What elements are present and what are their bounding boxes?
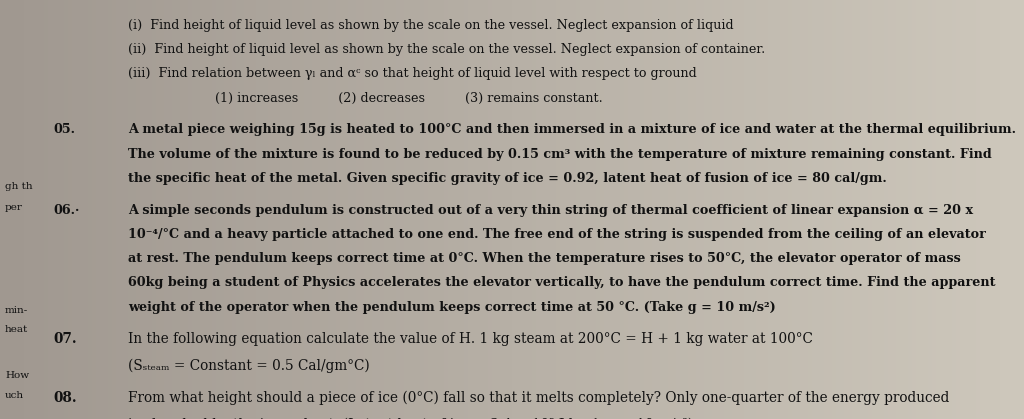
Text: From what height should a piece of ice (0°C) fall so that it melts completely? O: From what height should a piece of ice (… [128,391,949,405]
Text: (ii)  Find height of liquid level as shown by the scale on the vessel. Neglect e: (ii) Find height of liquid level as show… [128,43,765,56]
Text: uch: uch [5,391,25,399]
Text: weight of the operator when the pendulum keeps correct time at 50 °C. (Take g = : weight of the operator when the pendulum… [128,301,776,314]
Text: gh th: gh th [5,182,33,191]
Text: 10⁻⁴/°C and a heavy particle attached to one end. The free end of the string is : 10⁻⁴/°C and a heavy particle attached to… [128,228,986,241]
Text: (iii)  Find relation between γₗ and αᶜ so that height of liquid level with respe: (iii) Find relation between γₗ and αᶜ so… [128,67,696,80]
Text: (Sₛₜₑₐₘ = Constant = 0.5 Cal/gm°C): (Sₛₜₑₐₘ = Constant = 0.5 Cal/gm°C) [128,359,370,373]
Text: is absorbed by the ice as heat. (Latent heat of ice = 3.4 × 10⁵ J kg⁻¹, g = 10 m: is absorbed by the ice as heat. (Latent … [128,417,693,419]
Text: min-: min- [5,306,29,315]
Text: the specific heat of the metal. Given specific gravity of ice = 0.92, latent hea: the specific heat of the metal. Given sp… [128,172,887,185]
Text: (i)  Find height of liquid level as shown by the scale on the vessel. Neglect ex: (i) Find height of liquid level as shown… [128,19,733,32]
Text: 05.: 05. [53,123,75,136]
Text: at rest. The pendulum keeps correct time at 0°C. When the temperature rises to 5: at rest. The pendulum keeps correct time… [128,252,961,265]
Text: 60kg being a student of Physics accelerates the elevator vertically, to have the: 60kg being a student of Physics accelera… [128,277,995,290]
Text: How: How [5,371,30,380]
Text: A simple seconds pendulum is constructed out of a very thin string of thermal co: A simple seconds pendulum is constructed… [128,204,973,217]
Text: (1) increases          (2) decreases          (3) remains constant.: (1) increases (2) decreases (3) remains … [195,92,602,105]
Text: 08.: 08. [53,391,77,405]
Text: The volume of the mixture is found to be reduced by 0.15 cm³ with the temperatur: The volume of the mixture is found to be… [128,147,992,160]
Text: A metal piece weighing 15g is heated to 100°C and then immersed in a mixture of : A metal piece weighing 15g is heated to … [128,123,1016,136]
Text: 06.·: 06.· [53,204,80,217]
Text: per: per [5,203,23,212]
Text: In the following equation calculate the value of H. 1 kg steam at 200°C = H + 1 : In the following equation calculate the … [128,332,813,347]
Text: heat: heat [5,325,29,334]
Text: 07.: 07. [53,332,77,347]
